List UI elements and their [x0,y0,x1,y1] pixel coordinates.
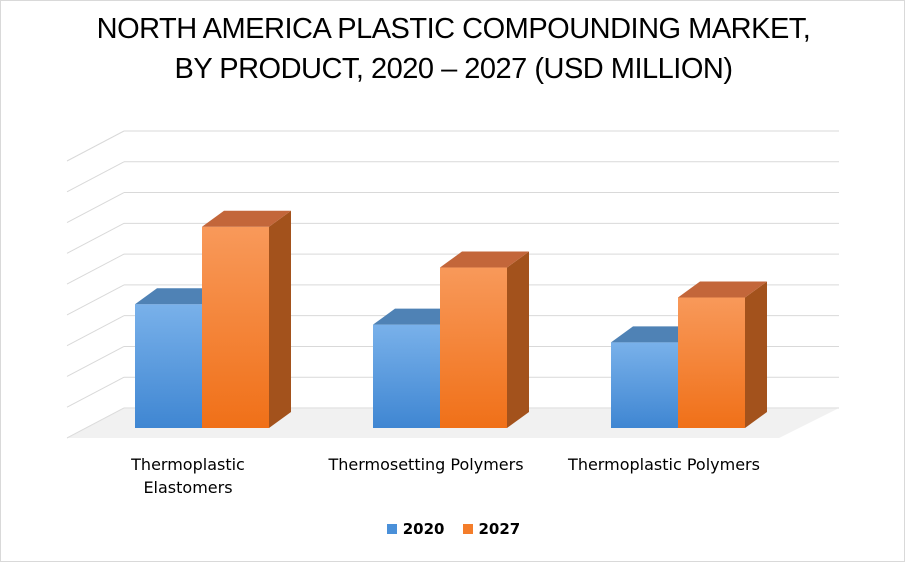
legend-item-2020: 2020 [386,520,445,538]
bar-front [678,297,745,428]
gridline-side [66,192,125,223]
gridline-side [66,253,125,285]
legend-label-2027: 2027 [478,520,521,538]
bars [135,210,767,428]
gridline-side [66,346,125,377]
bar-top [135,288,224,305]
bar-2027-1 [440,251,529,428]
bar-front [440,267,507,428]
bar-2027-2 [678,281,767,428]
bar-top [202,210,291,227]
category-label-1: Thermosetting Polymers [327,455,523,474]
bar-side [507,251,529,428]
gridline-side [66,284,125,316]
bar-side [745,281,767,428]
gridline-side [66,161,125,193]
chart-title-line-1: NORTH AMERICA PLASTIC COMPOUNDING MARKET… [96,13,811,45]
legend-swatch-2020 [386,524,397,534]
gridline-side [66,130,125,162]
bar-front [135,304,202,428]
bar-2027-0 [202,210,291,428]
legend-item-2027: 2027 [462,520,521,538]
bar-front [373,324,440,428]
bar-top [678,281,767,298]
bar-side [269,210,291,428]
gridline-side [66,222,125,254]
bar-top [440,251,529,268]
chart-title: NORTH AMERICA PLASTIC COMPOUNDING MARKET… [1,9,904,89]
category-label-0: Thermoplastic Elastomers [130,455,245,497]
category-labels: Thermoplastic Elastomers Thermosetting Pol… [130,455,760,497]
legend: 2020 2027 [1,520,904,538]
category-label-2: Thermoplastic Polymers [567,455,760,474]
gridline-side [66,315,125,347]
chart-title-line-2: BY PRODUCT, 2020 – 2027 (USD MILLION) [174,53,733,85]
legend-label-2020: 2020 [402,520,445,538]
bar-top [373,308,462,325]
legend-swatch-2027 [462,524,473,534]
bar-top [611,326,700,343]
bar-front [611,342,678,428]
gridline-side [66,376,125,408]
bar-front [202,226,269,428]
